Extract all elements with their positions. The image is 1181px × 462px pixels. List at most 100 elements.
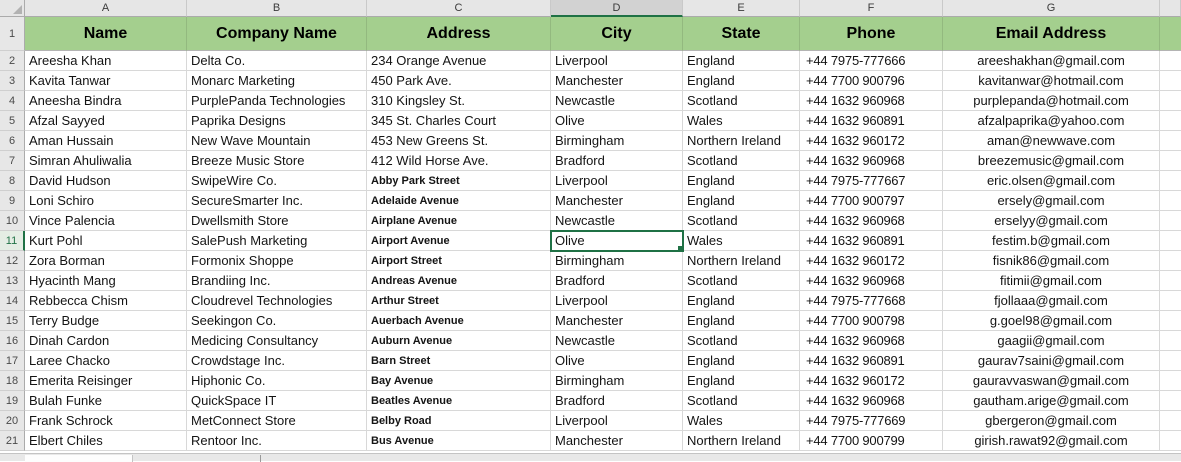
select-all-button[interactable]: [0, 0, 25, 17]
cell-A5[interactable]: Afzal Sayyed: [25, 111, 187, 131]
cell-A6[interactable]: Aman Hussain: [25, 131, 187, 151]
cell-B9[interactable]: SecureSmarter Inc.: [187, 191, 367, 211]
cell-E17[interactable]: England: [683, 351, 800, 371]
cell-A21[interactable]: Elbert Chiles: [25, 431, 187, 451]
cell-F3[interactable]: +44 7700 900796: [800, 71, 943, 91]
cell-C12[interactable]: Airport Street: [367, 251, 551, 271]
cell-A15[interactable]: Terry Budge: [25, 311, 187, 331]
cell-E12[interactable]: Northern Ireland: [683, 251, 800, 271]
cell-F6[interactable]: +44 1632 960172: [800, 131, 943, 151]
column-title-state[interactable]: State: [683, 17, 800, 51]
cell-A20[interactable]: Frank Schrock: [25, 411, 187, 431]
cell-A4[interactable]: Aneesha Bindra: [25, 91, 187, 111]
cell-A14[interactable]: Rebbecca Chism: [25, 291, 187, 311]
cell-E9[interactable]: England: [683, 191, 800, 211]
cell-H21[interactable]: [1160, 431, 1181, 451]
column-header-B[interactable]: B: [187, 0, 367, 17]
cell-B19[interactable]: QuickSpace IT: [187, 391, 367, 411]
cell-E16[interactable]: Scotland: [683, 331, 800, 351]
cell-H19[interactable]: [1160, 391, 1181, 411]
cell-F13[interactable]: +44 1632 960968: [800, 271, 943, 291]
row-header-15[interactable]: 15: [0, 311, 25, 331]
cell-F12[interactable]: +44 1632 960172: [800, 251, 943, 271]
cell-F10[interactable]: +44 1632 960968: [800, 211, 943, 231]
cell-G6[interactable]: aman@newwave.com: [943, 131, 1160, 151]
cell-G3[interactable]: kavitanwar@hotmail.com: [943, 71, 1160, 91]
cell-E19[interactable]: Scotland: [683, 391, 800, 411]
row-header-6[interactable]: 6: [0, 131, 25, 151]
cell-A9[interactable]: Loni Schiro: [25, 191, 187, 211]
cell-D13[interactable]: Bradford: [551, 271, 683, 291]
cell-G18[interactable]: gauravvaswan@gmail.com: [943, 371, 1160, 391]
cell-B11[interactable]: SalePush Marketing: [187, 231, 367, 251]
row-header-13[interactable]: 13: [0, 271, 25, 291]
cell-C21[interactable]: Bus Avenue: [367, 431, 551, 451]
row-header-10[interactable]: 10: [0, 211, 25, 231]
cell-G8[interactable]: eric.olsen@gmail.com: [943, 171, 1160, 191]
column-header-E[interactable]: E: [683, 0, 800, 17]
row-header-16[interactable]: 16: [0, 331, 25, 351]
cell-C6[interactable]: 453 New Greens St.: [367, 131, 551, 151]
cell-G9[interactable]: ersely@gmail.com: [943, 191, 1160, 211]
cell-D8[interactable]: Liverpool: [551, 171, 683, 191]
cell-C15[interactable]: Auerbach Avenue: [367, 311, 551, 331]
cell-G17[interactable]: gaurav7saini@gmail.com: [943, 351, 1160, 371]
row-header-3[interactable]: 3: [0, 71, 25, 91]
cell-A13[interactable]: Hyacinth Mang: [25, 271, 187, 291]
cell-E2[interactable]: England: [683, 51, 800, 71]
cell-E8[interactable]: England: [683, 171, 800, 191]
cell-F14[interactable]: +44 7975-777668: [800, 291, 943, 311]
cell-E10[interactable]: Scotland: [683, 211, 800, 231]
cell-F9[interactable]: +44 7700 900797: [800, 191, 943, 211]
cell-C13[interactable]: Andreas Avenue: [367, 271, 551, 291]
cell-G16[interactable]: gaagii@gmail.com: [943, 331, 1160, 351]
row-header-21[interactable]: 21: [0, 431, 25, 451]
cell-D15[interactable]: Manchester: [551, 311, 683, 331]
cell-F16[interactable]: +44 1632 960968: [800, 331, 943, 351]
cell-B10[interactable]: Dwellsmith Store: [187, 211, 367, 231]
cell-C14[interactable]: Arthur Street: [367, 291, 551, 311]
cell-E6[interactable]: Northern Ireland: [683, 131, 800, 151]
cell-B15[interactable]: Seekingon Co.: [187, 311, 367, 331]
row-header-12[interactable]: 12: [0, 251, 25, 271]
cell-A18[interactable]: Emerita Reisinger: [25, 371, 187, 391]
cell-D10[interactable]: Newcastle: [551, 211, 683, 231]
cell-E7[interactable]: Scotland: [683, 151, 800, 171]
cell-D5[interactable]: Olive: [551, 111, 683, 131]
cell-E18[interactable]: England: [683, 371, 800, 391]
cell-H16[interactable]: [1160, 331, 1181, 351]
cell-B12[interactable]: Formonix Shoppe: [187, 251, 367, 271]
cell-C20[interactable]: Belby Road: [367, 411, 551, 431]
row-header-9[interactable]: 9: [0, 191, 25, 211]
cell-H2[interactable]: [1160, 51, 1181, 71]
column-title-city[interactable]: City: [551, 17, 683, 51]
cell-A17[interactable]: Laree Chacko: [25, 351, 187, 371]
cell-G20[interactable]: gbergeron@gmail.com: [943, 411, 1160, 431]
cell-C9[interactable]: Adelaide Avenue: [367, 191, 551, 211]
row-header-19[interactable]: 19: [0, 391, 25, 411]
cell-H3[interactable]: [1160, 71, 1181, 91]
column-title-email-address[interactable]: Email Address: [943, 17, 1160, 51]
row-header-5[interactable]: 5: [0, 111, 25, 131]
cell-D9[interactable]: Manchester: [551, 191, 683, 211]
cell-D16[interactable]: Newcastle: [551, 331, 683, 351]
cell-C19[interactable]: Beatles Avenue: [367, 391, 551, 411]
cell-E21[interactable]: Northern Ireland: [683, 431, 800, 451]
cell-H10[interactable]: [1160, 211, 1181, 231]
cell-H7[interactable]: [1160, 151, 1181, 171]
cell-H6[interactable]: [1160, 131, 1181, 151]
cell-G19[interactable]: gautham.arige@gmail.com: [943, 391, 1160, 411]
cell-G14[interactable]: fjollaaa@gmail.com: [943, 291, 1160, 311]
cell-F5[interactable]: +44 1632 960891: [800, 111, 943, 131]
cell-B5[interactable]: Paprika Designs: [187, 111, 367, 131]
fill-handle[interactable]: [677, 245, 682, 250]
cell-A11[interactable]: Kurt Pohl: [25, 231, 187, 251]
cell-G15[interactable]: g.goel98@gmail.com: [943, 311, 1160, 331]
cell-E13[interactable]: Scotland: [683, 271, 800, 291]
cell-G10[interactable]: erselyy@gmail.com: [943, 211, 1160, 231]
cell-D20[interactable]: Liverpool: [551, 411, 683, 431]
cell-H17[interactable]: [1160, 351, 1181, 371]
cell-D6[interactable]: Birmingham: [551, 131, 683, 151]
cell-B14[interactable]: Cloudrevel Technologies: [187, 291, 367, 311]
cell-D11[interactable]: Olive: [550, 230, 684, 252]
